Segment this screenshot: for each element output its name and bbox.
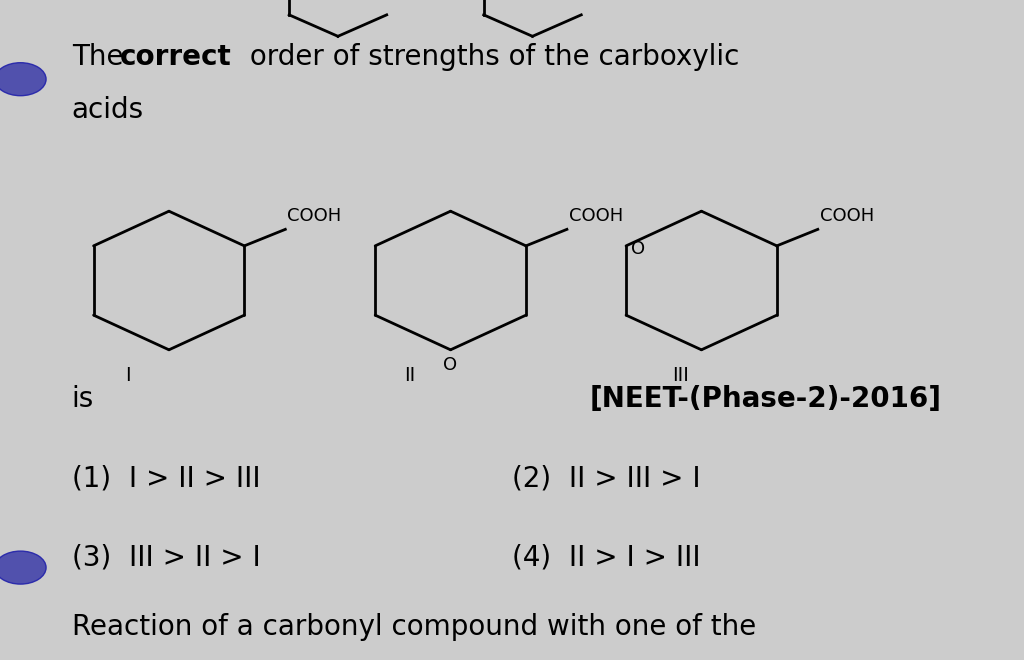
Text: II: II bbox=[404, 366, 415, 385]
Text: Reaction of a carbonyl compound with one of the: Reaction of a carbonyl compound with one… bbox=[72, 613, 756, 641]
Text: (2)  II > III > I: (2) II > III > I bbox=[512, 465, 700, 492]
Text: COOH: COOH bbox=[820, 207, 874, 224]
Circle shape bbox=[0, 551, 46, 584]
Text: O: O bbox=[631, 240, 645, 258]
Circle shape bbox=[0, 63, 46, 96]
Text: III: III bbox=[673, 366, 689, 385]
Text: COOH: COOH bbox=[569, 207, 624, 224]
Text: (3)  III > II > I: (3) III > II > I bbox=[72, 544, 260, 572]
Text: The: The bbox=[72, 43, 132, 71]
Text: correct: correct bbox=[120, 43, 231, 71]
Text: O: O bbox=[443, 356, 458, 374]
Text: order of strengths of the carboxylic: order of strengths of the carboxylic bbox=[241, 43, 739, 71]
Text: COOH: COOH bbox=[288, 207, 342, 224]
Text: (1)  I > II > III: (1) I > II > III bbox=[72, 465, 260, 492]
Text: (4)  II > I > III: (4) II > I > III bbox=[512, 544, 700, 572]
Text: I: I bbox=[125, 366, 131, 385]
Text: acids: acids bbox=[72, 96, 143, 123]
Text: [NEET-(Phase-2)-2016]: [NEET-(Phase-2)-2016] bbox=[590, 385, 942, 413]
Text: is: is bbox=[72, 385, 94, 413]
